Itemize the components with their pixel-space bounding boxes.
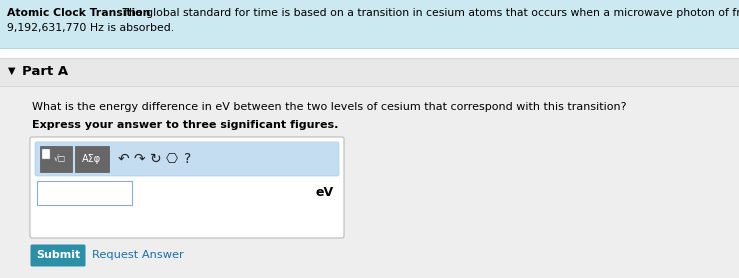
Text: Request Answer: Request Answer xyxy=(92,250,184,260)
Text: √□: √□ xyxy=(54,155,66,163)
Bar xyxy=(37,181,132,205)
Bar xyxy=(0,0,739,48)
Text: ↷: ↷ xyxy=(133,152,145,166)
Text: ?: ? xyxy=(184,152,191,166)
Bar xyxy=(42,149,50,159)
Text: ↻: ↻ xyxy=(150,152,162,166)
FancyBboxPatch shape xyxy=(30,137,344,238)
Bar xyxy=(75,146,109,172)
Text: ▼: ▼ xyxy=(8,66,16,76)
Bar xyxy=(0,58,739,86)
Text: eV: eV xyxy=(316,187,334,200)
Bar xyxy=(0,58,739,278)
Text: Submit: Submit xyxy=(36,250,80,260)
Text: The global standard for time is based on a transition in cesium atoms that occur: The global standard for time is based on… xyxy=(118,8,739,18)
Bar xyxy=(40,146,72,172)
FancyBboxPatch shape xyxy=(30,244,86,267)
Text: Atomic Clock Transition: Atomic Clock Transition xyxy=(7,8,150,18)
Text: Part A: Part A xyxy=(22,65,68,78)
Text: ΑΣφ: ΑΣφ xyxy=(82,154,102,164)
FancyBboxPatch shape xyxy=(35,142,339,176)
Text: 9,192,631,770 Hz is absorbed.: 9,192,631,770 Hz is absorbed. xyxy=(7,23,174,33)
Text: What is the energy difference in eV between the two levels of cesium that corres: What is the energy difference in eV betw… xyxy=(32,102,627,112)
Text: ↶: ↶ xyxy=(118,152,129,166)
Text: ⎔: ⎔ xyxy=(166,152,178,166)
Text: Express your answer to three significant figures.: Express your answer to three significant… xyxy=(32,120,338,130)
